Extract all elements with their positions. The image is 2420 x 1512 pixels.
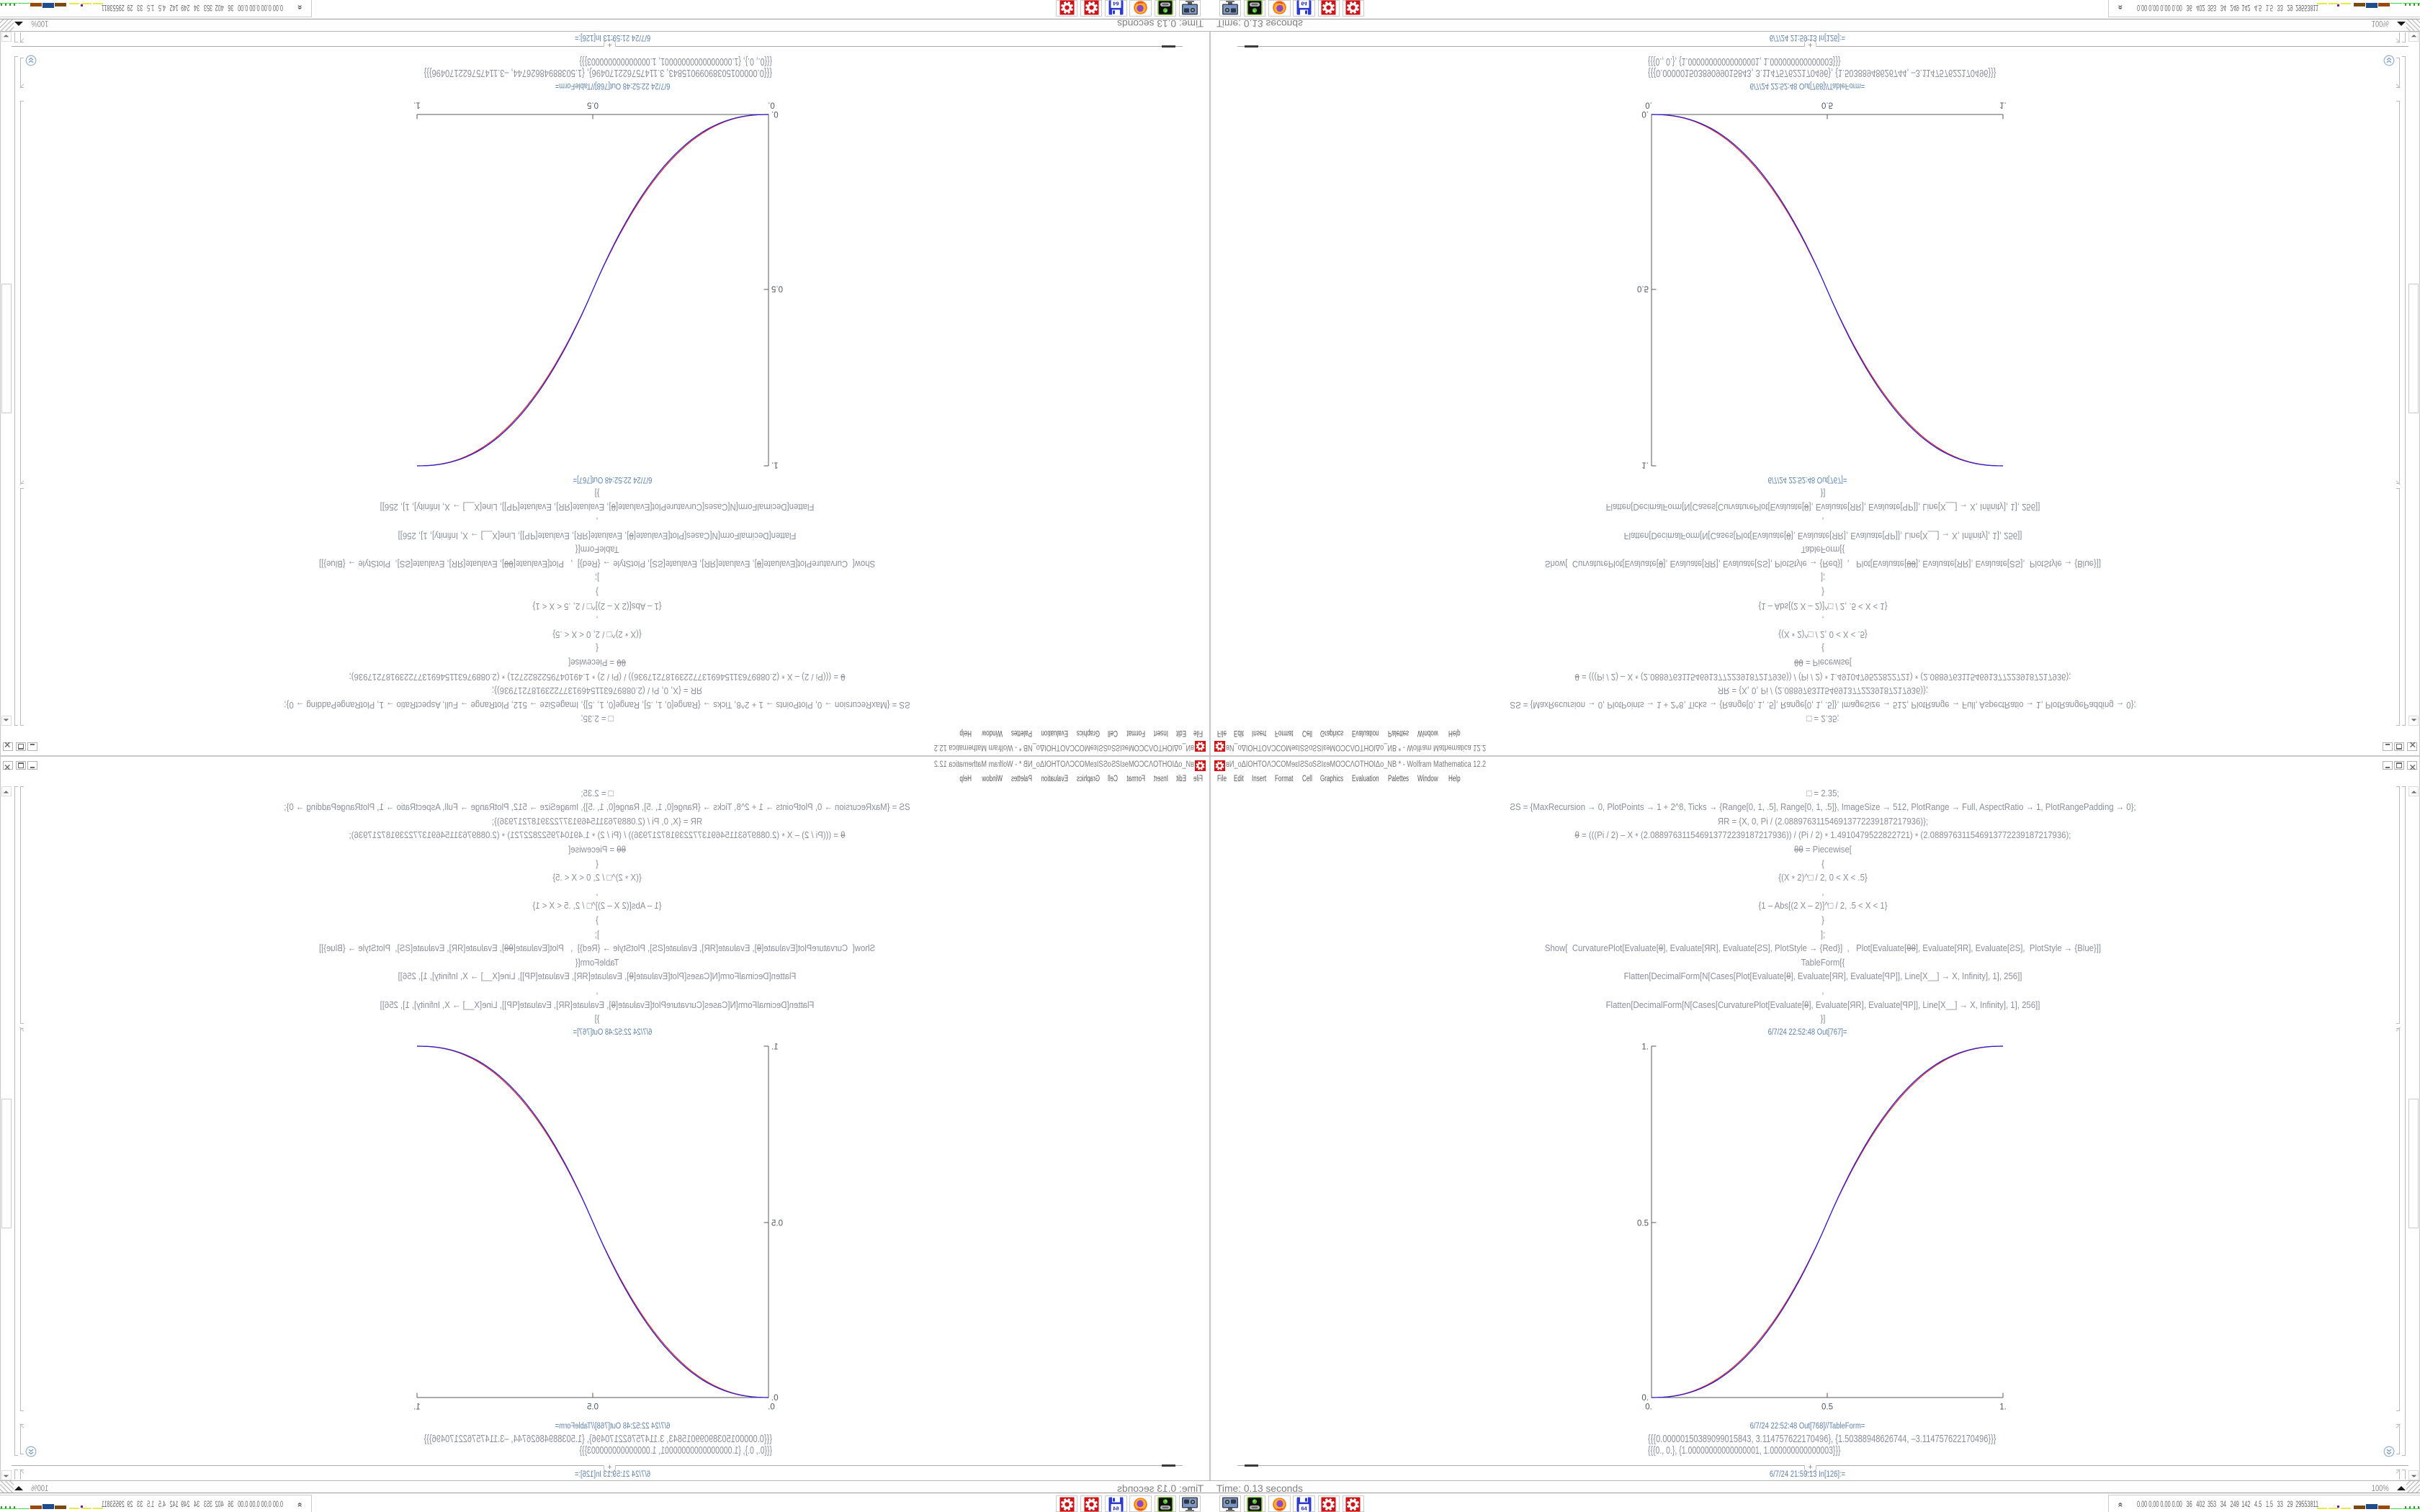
svg-text:0.: 0. <box>768 1403 775 1412</box>
svg-text:1.: 1. <box>413 101 421 109</box>
svg-text:0.: 0. <box>1641 109 1649 118</box>
svg-text:1.: 1. <box>771 1043 779 1052</box>
svg-text:0.5: 0.5 <box>771 1220 783 1228</box>
svg-text:64: 64 <box>1112 1 1119 7</box>
svg-text:1.: 1. <box>771 461 779 469</box>
svg-text:0.: 0. <box>1645 101 1652 109</box>
svg-text:0.: 0. <box>1645 1403 1652 1412</box>
svg-text:0.: 0. <box>771 109 779 118</box>
svg-text:0.5: 0.5 <box>1637 284 1649 293</box>
svg-text:0.5: 0.5 <box>1637 1220 1649 1228</box>
svg-text:1.: 1. <box>1641 1043 1649 1052</box>
svg-text:1.: 1. <box>1999 1403 2007 1412</box>
svg-text:0.5: 0.5 <box>771 284 783 293</box>
svg-text:1.: 1. <box>1999 101 2007 109</box>
svg-text:0.: 0. <box>771 1394 779 1403</box>
svg-text:1.: 1. <box>1641 461 1649 469</box>
svg-text:64: 64 <box>1301 1 1307 7</box>
svg-text:64: 64 <box>1301 1505 1307 1511</box>
svg-text:0.5: 0.5 <box>1821 101 1833 109</box>
svg-text:1.: 1. <box>413 1403 421 1412</box>
svg-text:0.5: 0.5 <box>587 1403 599 1412</box>
svg-text:0.: 0. <box>768 101 775 109</box>
svg-text:0.: 0. <box>1641 1394 1649 1403</box>
svg-text:0.5: 0.5 <box>587 101 599 109</box>
svg-text:64: 64 <box>1112 1505 1119 1511</box>
svg-text:0.5: 0.5 <box>1821 1403 1833 1412</box>
